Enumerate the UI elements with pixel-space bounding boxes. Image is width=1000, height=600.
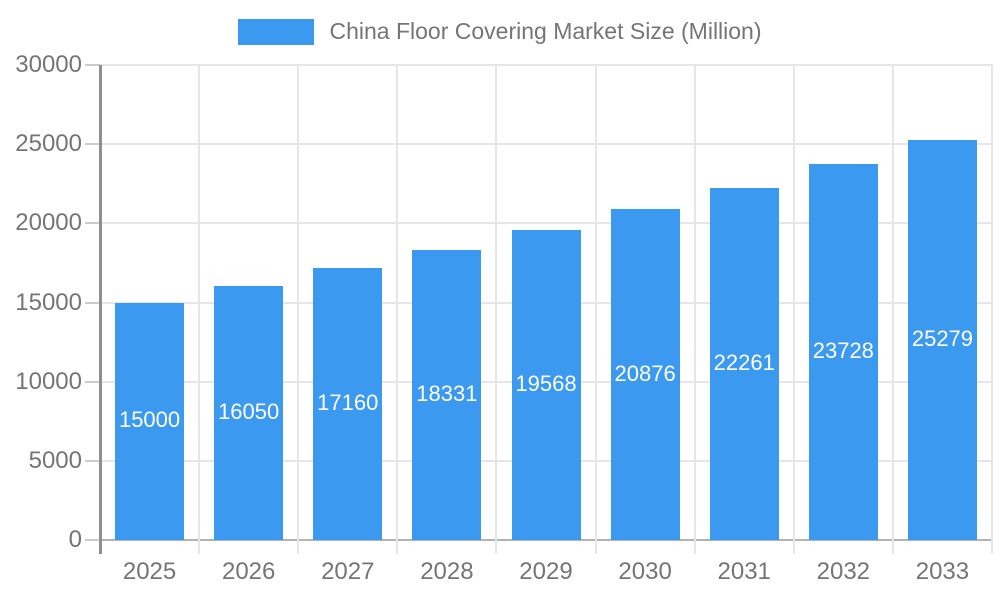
x-axis-label: 2033 [915, 558, 970, 585]
bar-value-label: 15000 [118, 407, 181, 433]
bar-2031[interactable] [709, 187, 779, 540]
bar-value-label: 22261 [713, 349, 775, 375]
x-axis-label: 2028 [420, 558, 474, 585]
legend-swatch-icon [238, 18, 315, 45]
bar-value-label: 18331 [416, 380, 478, 406]
x-axis-label: 2029 [519, 558, 573, 585]
y-axis-tick [85, 301, 100, 304]
y-axis-tick [85, 539, 100, 541]
y-axis-tick [85, 143, 100, 146]
y-axis-tick [85, 380, 100, 383]
bar-value-label: 25279 [911, 325, 974, 351]
bar-2025[interactable] [115, 302, 185, 540]
v-gridline [594, 65, 597, 554]
bar-2028[interactable] [412, 249, 482, 540]
y-axis-tick [85, 222, 100, 225]
bar-2026[interactable] [214, 285, 284, 540]
x-axis-label: 2032 [816, 558, 871, 585]
v-gridline [991, 65, 993, 554]
v-gridline [396, 65, 399, 554]
bar-2033[interactable] [907, 139, 977, 540]
legend: China Floor Covering Market Size (Millio… [0, 18, 1000, 45]
x-axis-label: 2030 [618, 558, 672, 585]
h-gridline [100, 143, 992, 146]
bar-2027[interactable] [313, 268, 383, 540]
h-gridline [100, 222, 992, 225]
y-axis-line [99, 65, 102, 554]
bar-2032[interactable] [808, 164, 878, 540]
bar-value-label: 20876 [614, 360, 676, 386]
legend-label: China Floor Covering Market Size (Millio… [329, 18, 762, 44]
y-axis-label: 25000 [15, 130, 82, 158]
x-axis-label: 2026 [221, 558, 276, 585]
bar-2029[interactable] [511, 230, 581, 540]
y-axis-label: 5000 [28, 446, 82, 474]
y-axis-tick [85, 459, 100, 462]
bar-value-label: 17160 [317, 390, 379, 416]
v-gridline [693, 65, 696, 554]
bar-2030[interactable] [610, 209, 680, 540]
y-axis-tick [85, 64, 100, 66]
y-axis-label: 15000 [15, 288, 82, 316]
y-axis-label: 10000 [15, 367, 82, 395]
h-gridline [100, 64, 992, 66]
v-gridline [891, 65, 894, 554]
bar-value-label: 19568 [515, 371, 577, 397]
v-gridline [495, 65, 498, 554]
y-axis-label: 30000 [15, 51, 82, 78]
v-gridline [297, 65, 300, 554]
y-axis-label: 20000 [15, 209, 82, 237]
x-axis-label: 2025 [122, 558, 177, 585]
v-gridline [792, 65, 795, 554]
x-axis-baseline [100, 539, 992, 541]
bar-value-label: 23728 [812, 338, 874, 364]
bar-value-label: 16050 [218, 398, 280, 424]
v-gridline [198, 65, 201, 554]
x-axis-label: 2027 [321, 558, 375, 585]
x-axis-label: 2031 [717, 558, 771, 585]
y-axis-label: 0 [68, 526, 82, 553]
